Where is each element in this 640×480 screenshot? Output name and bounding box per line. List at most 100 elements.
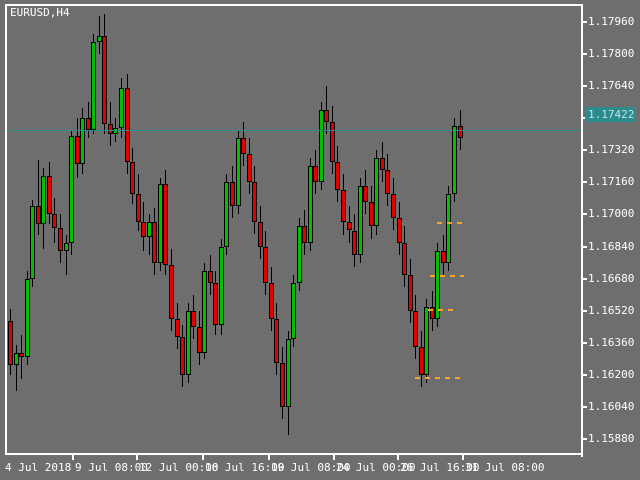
candle-body bbox=[385, 170, 391, 195]
candle-body bbox=[424, 306, 430, 375]
price-tick-label: 1.17640 bbox=[588, 79, 635, 93]
candle-body bbox=[157, 184, 163, 263]
candle-wick bbox=[21, 334, 23, 379]
candle-body bbox=[202, 270, 208, 353]
price-tick-mark bbox=[583, 341, 587, 344]
candle-body bbox=[435, 250, 441, 319]
candle-body bbox=[124, 88, 130, 163]
time-tick-mark bbox=[397, 455, 399, 460]
price-tick-label: 1.16360 bbox=[588, 335, 635, 349]
candle-body bbox=[135, 194, 141, 223]
time-axis[interactable]: 4 Jul 2018 9 Jul 08:00 12 Jul 00:00 16 Jul … bbox=[0, 455, 640, 480]
candle-body bbox=[91, 42, 97, 131]
time-tick-label: 4 Jul 2018 bbox=[5, 461, 72, 474]
candle-body bbox=[85, 118, 91, 131]
candle-body bbox=[379, 158, 385, 171]
price-tick-mark bbox=[583, 181, 587, 184]
candle-body bbox=[335, 162, 341, 191]
candle-body bbox=[218, 246, 224, 325]
candle-body bbox=[241, 138, 247, 155]
candle-body bbox=[274, 318, 280, 363]
time-tick-mark bbox=[72, 455, 74, 460]
candle-body bbox=[152, 222, 158, 263]
time-tick-label: 9 Jul 08:00 bbox=[75, 461, 148, 474]
candle-body bbox=[30, 206, 36, 279]
time-tick-mark bbox=[333, 455, 335, 460]
candle-body bbox=[63, 242, 69, 251]
price-tick-mark bbox=[583, 213, 587, 216]
time-tick-mark bbox=[202, 455, 204, 460]
time-tick-label: 24 Jul 00:00 bbox=[336, 461, 416, 474]
current-price-level-line[interactable] bbox=[7, 129, 581, 131]
candle-body bbox=[418, 346, 424, 375]
candle-body bbox=[313, 166, 319, 183]
candle-body bbox=[74, 136, 80, 165]
price-axis[interactable]: 1.179601.178001.176401.174801.173201.171… bbox=[583, 0, 640, 460]
time-tick-label: 16 Jul 16:00 bbox=[205, 461, 285, 474]
candle-body bbox=[57, 228, 63, 251]
price-tick-label: 1.17000 bbox=[588, 207, 635, 221]
price-tick-mark bbox=[583, 277, 587, 280]
candle-body bbox=[107, 124, 113, 135]
candle-body bbox=[35, 206, 41, 225]
candle-body bbox=[374, 158, 380, 227]
time-tick-label: 12 Jul 00:00 bbox=[139, 461, 219, 474]
time-tick-label: 19 Jul 08:00 bbox=[271, 461, 351, 474]
candle-body bbox=[8, 320, 13, 365]
price-tick-mark bbox=[583, 149, 587, 152]
target-level-line[interactable] bbox=[437, 222, 463, 225]
candle-body bbox=[146, 222, 152, 237]
candle-body bbox=[291, 282, 297, 339]
candle-body bbox=[196, 326, 202, 353]
time-tick-mark bbox=[268, 455, 270, 460]
candle-body bbox=[207, 270, 213, 283]
candle-body bbox=[130, 162, 136, 195]
price-tick-mark bbox=[583, 405, 587, 408]
price-tick-label: 1.17800 bbox=[588, 47, 635, 61]
price-tick-mark bbox=[583, 373, 587, 376]
candle-body bbox=[235, 138, 241, 207]
candle-body bbox=[324, 110, 330, 123]
candle-body bbox=[180, 336, 186, 375]
candle-body bbox=[296, 226, 302, 283]
candle-body bbox=[102, 36, 108, 125]
time-tick-mark bbox=[462, 455, 464, 460]
price-tick-mark bbox=[583, 309, 587, 312]
candle-body bbox=[452, 126, 457, 195]
target-level-line[interactable] bbox=[415, 376, 463, 379]
candle-body bbox=[141, 222, 147, 237]
target-level-line[interactable] bbox=[430, 274, 464, 277]
candle-body bbox=[185, 310, 191, 375]
candle-body bbox=[318, 110, 324, 183]
current-price-tag: 1.17422 bbox=[585, 107, 637, 122]
candle-body bbox=[24, 278, 30, 357]
candle-body bbox=[69, 136, 75, 243]
candle-body bbox=[285, 338, 291, 407]
time-tick-label: 31 Jul 08:00 bbox=[465, 461, 545, 474]
candle-body bbox=[457, 126, 463, 139]
candle-wick bbox=[37, 160, 39, 235]
candle-body bbox=[346, 222, 352, 231]
price-tick-mark bbox=[583, 437, 587, 440]
candle-body bbox=[13, 352, 19, 365]
candle-body bbox=[279, 362, 285, 407]
target-level-line[interactable] bbox=[428, 308, 458, 311]
candle-body bbox=[352, 230, 358, 255]
candle-body bbox=[341, 190, 346, 223]
candle-body bbox=[80, 118, 86, 165]
price-tick-mark bbox=[583, 85, 587, 88]
candle-body bbox=[396, 218, 402, 243]
candle-body bbox=[191, 310, 197, 327]
candle-body bbox=[429, 306, 435, 319]
candle-body bbox=[213, 282, 219, 325]
price-tick-label: 1.17960 bbox=[588, 15, 635, 29]
candle-body bbox=[96, 36, 102, 43]
candle-body bbox=[357, 186, 363, 255]
candle-body bbox=[402, 242, 408, 275]
candle-body bbox=[163, 184, 169, 265]
candle-body bbox=[268, 282, 274, 319]
candle-body bbox=[119, 88, 124, 129]
candle-body bbox=[390, 194, 396, 219]
candle-body bbox=[113, 128, 119, 135]
